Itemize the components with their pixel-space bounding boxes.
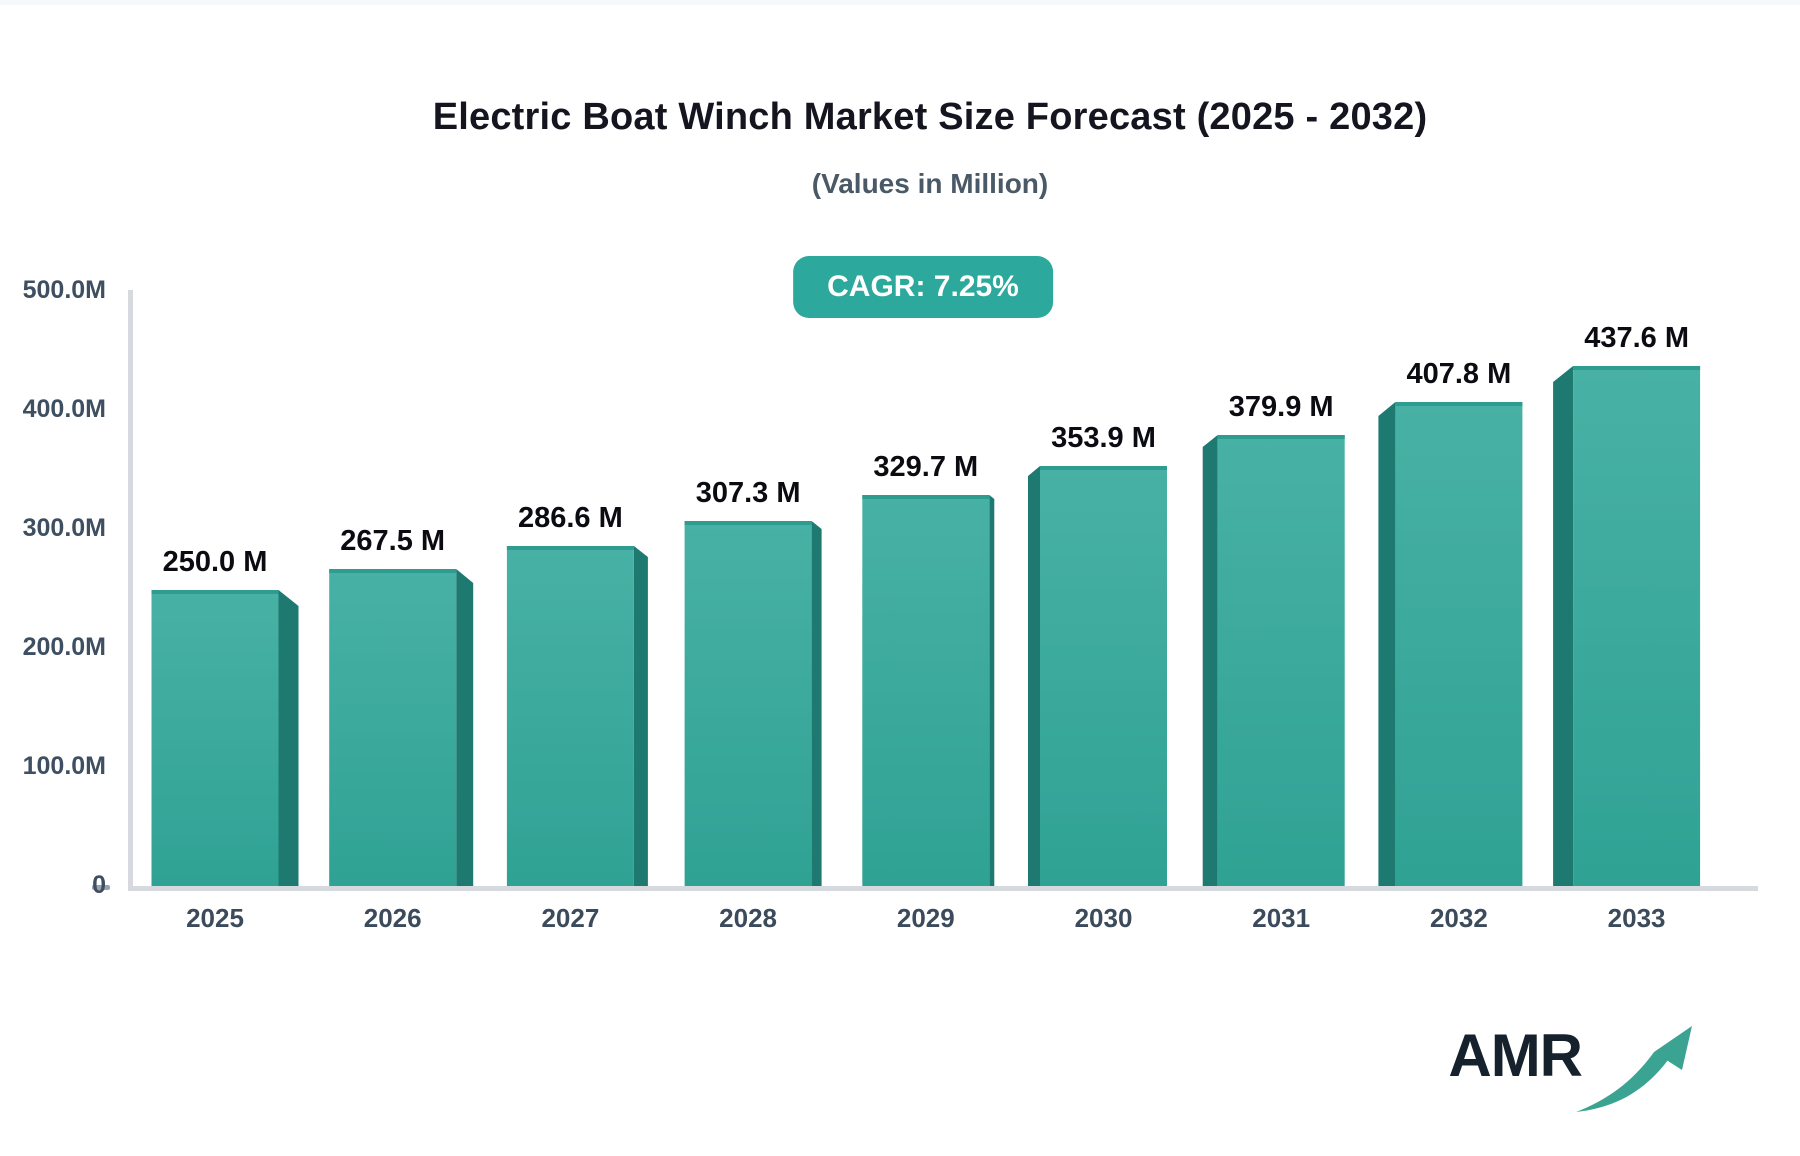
bar-value-label-2029: 329.7 M bbox=[873, 451, 979, 483]
growth-arrow-icon bbox=[1576, 1026, 1692, 1112]
bar-top-edge bbox=[1040, 466, 1167, 470]
x-tick-label-2033: 2033 bbox=[1607, 903, 1666, 933]
x-tick-label-2030: 2030 bbox=[1074, 903, 1133, 933]
bar-side-face bbox=[278, 590, 299, 887]
x-tick-label-2029: 2029 bbox=[896, 903, 955, 933]
bar-top-edge bbox=[506, 546, 634, 550]
bar-top-edge bbox=[1573, 366, 1701, 370]
x-tick-label-2032: 2032 bbox=[1429, 903, 1488, 933]
x-axis-line bbox=[128, 886, 1758, 891]
bar-2032 bbox=[1378, 402, 1523, 887]
bar-value-label-2032: 407.8 M bbox=[1406, 358, 1512, 390]
y-tick-label-200.0M: 200.0M bbox=[22, 633, 106, 661]
bar-2026 bbox=[329, 569, 474, 887]
x-tick-label-2026: 2026 bbox=[363, 903, 422, 933]
bar-front-face bbox=[151, 590, 279, 887]
bar-2025 bbox=[151, 590, 299, 887]
bar-2031 bbox=[1202, 435, 1345, 887]
bar-value-label-2025: 250.0 M bbox=[162, 546, 268, 578]
bar-top-edge bbox=[862, 495, 990, 499]
y-tick-label-500.0M: 500.0M bbox=[22, 276, 106, 304]
cagr-badge: CAGR: 7.25% bbox=[793, 256, 1053, 318]
amr-logo-text: AMR bbox=[1448, 1022, 1583, 1089]
bar-value-label-2031: 379.9 M bbox=[1228, 391, 1334, 423]
y-tick-label-100.0M: 100.0M bbox=[22, 752, 106, 780]
bar-side-face bbox=[1028, 466, 1040, 887]
bar-front-face bbox=[1395, 402, 1523, 887]
y-tick-label-300.0M: 300.0M bbox=[22, 514, 106, 542]
zero-tick-mark bbox=[92, 885, 110, 890]
bar-value-label-2028: 307.3 M bbox=[695, 477, 801, 509]
bar-front-face bbox=[1573, 366, 1701, 887]
chart-subtitle: (Values in Million) bbox=[811, 168, 1049, 199]
x-tick-label-2028: 2028 bbox=[719, 903, 778, 933]
bar-value-label-2026: 267.5 M bbox=[340, 525, 446, 557]
bar-top-edge bbox=[1217, 435, 1345, 439]
top-strip bbox=[0, 0, 1800, 5]
bar-value-label-2027: 286.6 M bbox=[517, 502, 623, 534]
x-tick-label-2025: 2025 bbox=[186, 903, 244, 933]
bar-2027 bbox=[506, 546, 648, 887]
bar-front-face bbox=[1040, 466, 1167, 887]
bar-front-face bbox=[329, 569, 457, 887]
bar-side-face bbox=[633, 546, 648, 887]
bar-value-label-2033: 437.6 M bbox=[1584, 322, 1689, 354]
bar-2030 bbox=[1028, 466, 1167, 887]
bar-top-edge bbox=[684, 521, 812, 525]
bar-top-edge bbox=[1395, 402, 1523, 406]
bar-2029 bbox=[862, 495, 995, 887]
chart-title: Electric Boat Winch Market Size Forecast… bbox=[432, 96, 1428, 138]
x-tick-label-2027: 2027 bbox=[541, 903, 600, 933]
bar-top-edge bbox=[151, 590, 279, 594]
bar-front-face bbox=[1217, 435, 1345, 887]
bar-front-face bbox=[684, 521, 812, 887]
bar-2033 bbox=[1553, 366, 1701, 887]
bar-side-face bbox=[1378, 402, 1396, 887]
bar-front-face bbox=[862, 495, 990, 887]
bar-side-face bbox=[1553, 366, 1574, 887]
bar-side-face bbox=[989, 495, 995, 887]
bar-side-face bbox=[1202, 435, 1218, 887]
x-tick-label-2031: 2031 bbox=[1252, 903, 1311, 933]
y-tick-label-400.0M: 400.0M bbox=[22, 395, 106, 423]
y-axis-line bbox=[128, 290, 133, 887]
y-tick-label-0: 0 bbox=[92, 871, 106, 899]
bar-front-face bbox=[506, 546, 634, 887]
bar-value-label-2030: 353.9 M bbox=[1051, 422, 1156, 454]
amr-logo: AMR bbox=[1448, 1026, 1700, 1120]
bar-side-face bbox=[811, 521, 822, 887]
bar-2028 bbox=[684, 521, 822, 887]
bar-side-face bbox=[456, 569, 474, 887]
bar-top-edge bbox=[329, 569, 457, 573]
